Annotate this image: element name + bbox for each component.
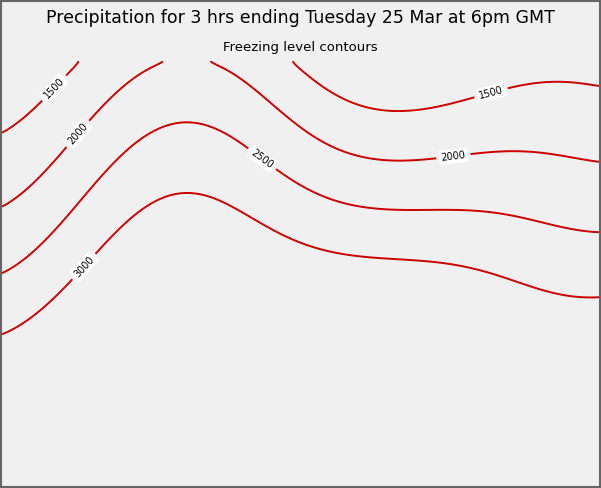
- Text: Precipitation for 3 hrs ending Tuesday 25 Mar at 6pm GMT: Precipitation for 3 hrs ending Tuesday 2…: [46, 9, 555, 27]
- Text: 2500: 2500: [249, 147, 275, 170]
- Text: 1500: 1500: [478, 84, 504, 101]
- Text: 2000: 2000: [441, 150, 466, 163]
- Text: 1500: 1500: [42, 76, 66, 101]
- Text: Freezing level contours: Freezing level contours: [223, 41, 378, 54]
- Text: 2000: 2000: [66, 121, 90, 146]
- Text: 3000: 3000: [72, 254, 96, 279]
